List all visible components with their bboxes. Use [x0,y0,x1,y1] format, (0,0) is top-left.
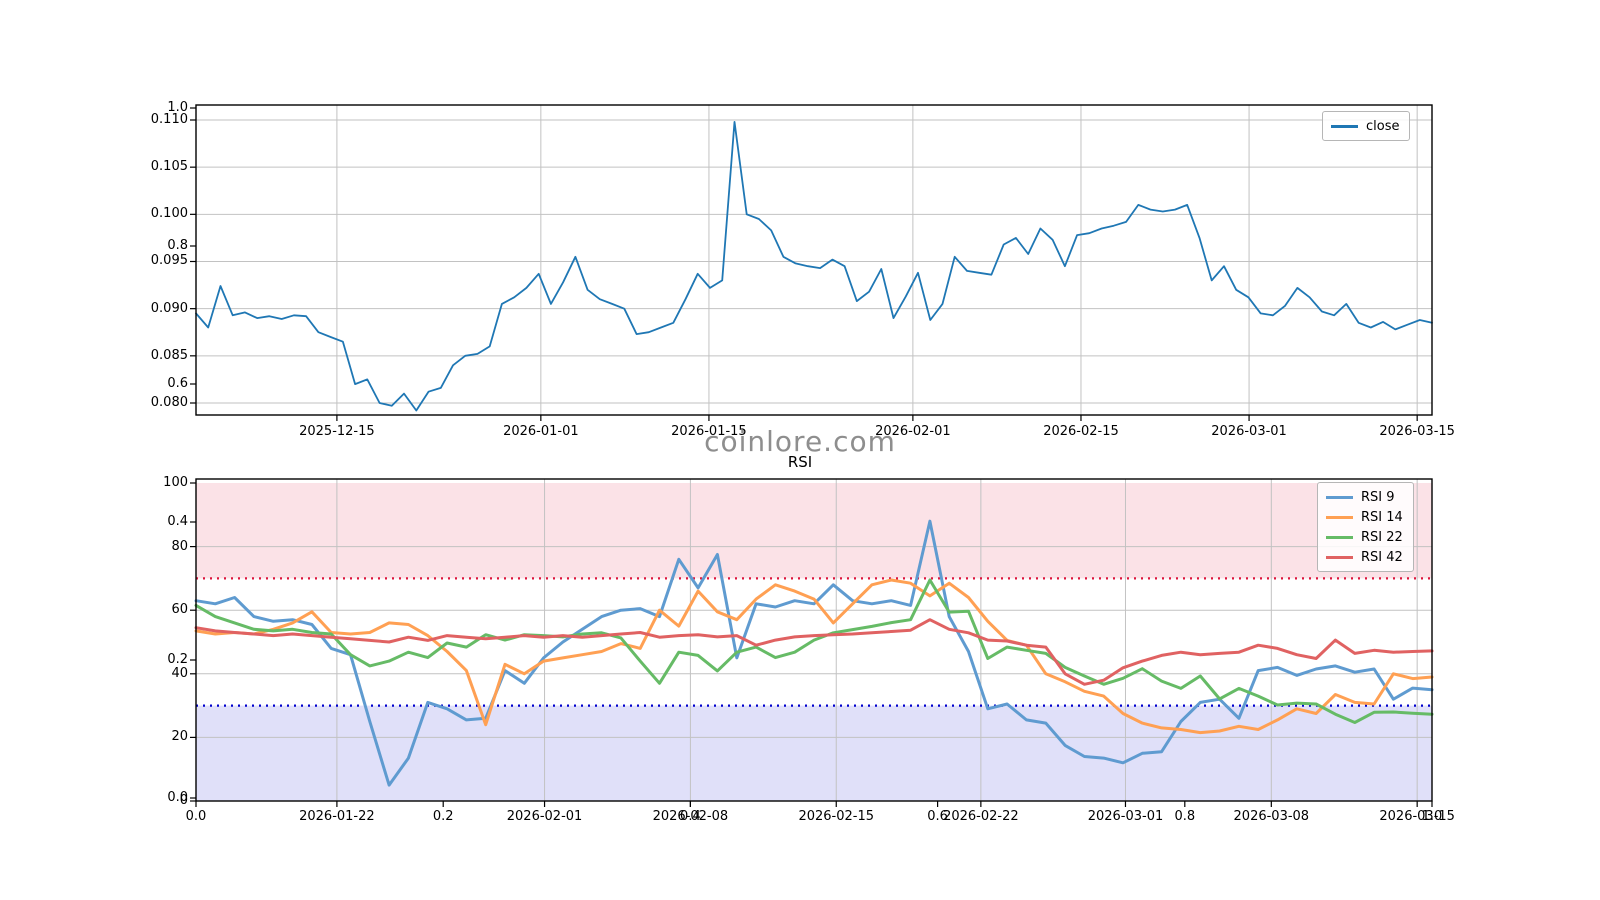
price-ytick-label: 0.105 [150,159,188,175]
price-xtick-label: 2026-03-15 [1379,424,1455,439]
hidden-axis-ytick-label: 1.0 [167,100,188,115]
legend-label-rsi42: RSI 42 [1361,549,1403,565]
price-ytick-label: 0.090 [150,300,188,316]
legend-item-rsi14: RSI 14 [1326,507,1403,527]
rsi-xtick-label: 2026-02-01 [506,809,583,824]
legend-label-rsi9: RSI 9 [1361,489,1395,505]
rsi-ytick-label: 80 [171,538,188,554]
rsi-xtick-label: 2026-02-15 [798,809,875,824]
legend-item-rsi22: RSI 22 [1326,527,1403,547]
rsi9-line-swatch [1326,495,1353,499]
hidden-axis-xtick-label: 0.4 [680,809,701,824]
price-ytick-label: 0.110 [150,112,188,127]
rsi-xtick-label: 2026-02-22 [943,809,1019,824]
rsi14-line-swatch [1326,515,1353,519]
price-xtick-label: 2026-02-15 [1043,424,1119,439]
hidden-axis-ytick-label: 0.2 [167,652,188,667]
rsi-legend: RSI 9 RSI 14 RSI 22 RSI 42 [1317,482,1414,572]
hidden-axis-xtick-label: 0.2 [432,809,454,824]
hidden-axis-xtick-label: 0.0 [185,809,207,824]
rsi-ytick-label: 40 [171,665,188,681]
rsi-xtick-label: 2026-02-08 [652,809,729,824]
rsi-ytick-label: 100 [163,475,188,490]
rsi-xtick-label: 2026-03-15 [1379,809,1455,824]
hidden-axis-xtick-label: 0.6 [927,809,948,824]
rsi-xtick-label: 2026-03-08 [1233,809,1310,824]
rsi-ytick-label: 0 [179,793,188,808]
watermark: coinlore.com [704,425,896,458]
rsi-ytick-label: 20 [171,729,188,745]
price-ytick-label: 0.085 [150,347,188,363]
legend-label-close: close [1366,118,1400,134]
close-line-swatch [1331,124,1358,128]
rsi-ytick-label: 60 [171,602,188,618]
price-xtick-label: 2026-02-01 [875,424,951,439]
hidden-axis-ytick-label: 0.4 [167,514,188,529]
rsi-xtick-label: 2026-01-22 [299,809,375,824]
rsi-xtick-label: 2026-03-01 [1087,809,1164,824]
rsi22-line-swatch [1326,535,1353,539]
hidden-axis-ytick-label: 0.8 [167,238,188,253]
legend-label-rsi22: RSI 22 [1361,529,1403,545]
hidden-axis-xtick-label: 1.0 [1421,809,1443,824]
legend-item-rsi9: RSI 9 [1326,487,1403,507]
price-xtick-label: 2025-12-15 [299,424,375,439]
price-ytick-label: 0.095 [150,253,188,269]
legend-item-rsi42: RSI 42 [1326,547,1403,567]
hidden-axis-xtick-label: 0.8 [1174,809,1196,824]
hidden-axis-ytick-label: 0.6 [167,376,188,391]
legend-label-rsi14: RSI 14 [1361,509,1403,525]
price-ytick-label: 0.100 [150,206,188,222]
price-xtick-label: 2026-03-01 [1211,424,1287,439]
price-ytick-label: 0.080 [150,394,188,410]
price-legend: close [1322,111,1411,141]
legend-item-close: close [1331,116,1399,136]
rsi42-line-swatch [1326,555,1353,559]
hidden-axis-ytick-label: 0.0 [167,790,188,805]
price-xtick-label: 2026-01-15 [671,424,747,439]
rsi-chart-title: RSI [787,453,813,471]
price-xtick-label: 2026-01-01 [503,424,579,439]
